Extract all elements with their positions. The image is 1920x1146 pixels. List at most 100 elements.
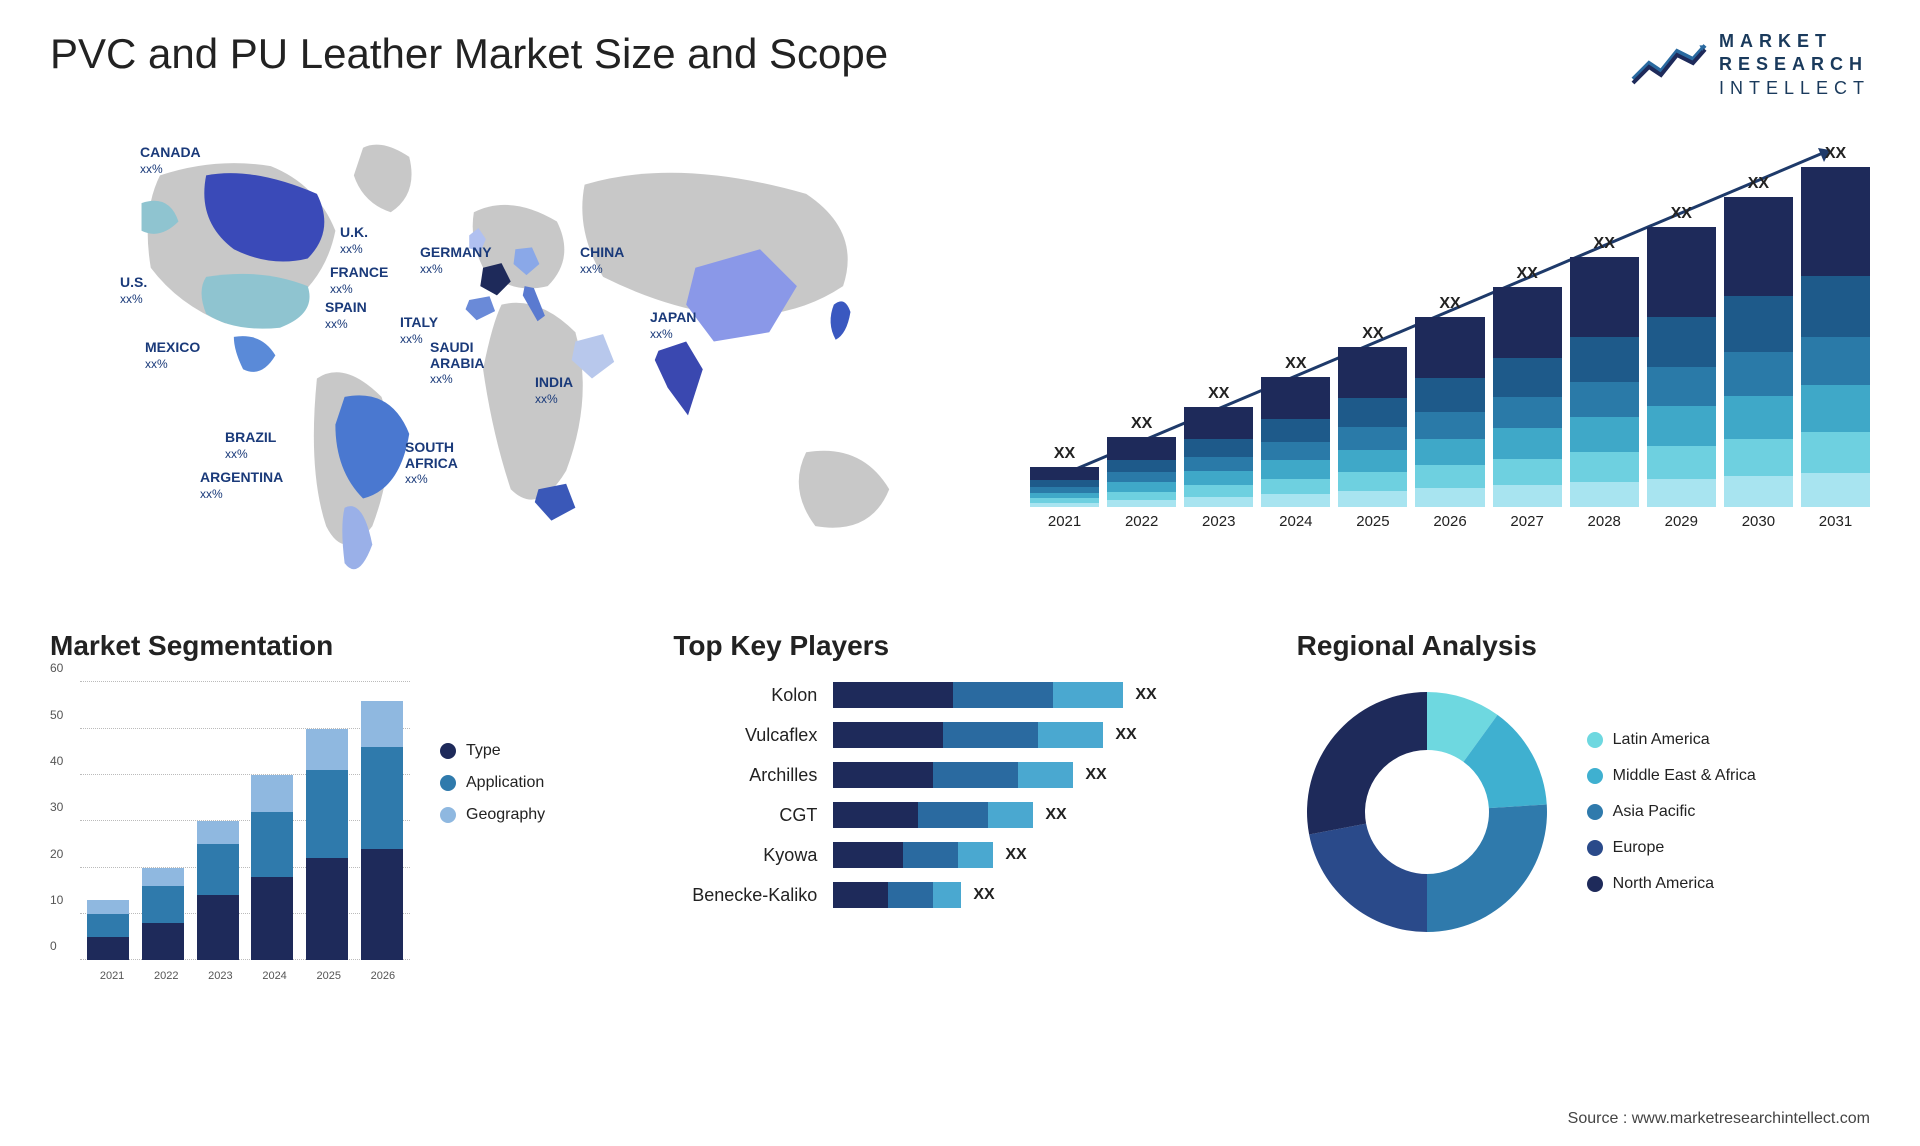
seg-bar xyxy=(197,821,239,960)
growth-bar: XX 2023 xyxy=(1184,385,1253,530)
legend-dot-icon xyxy=(440,743,456,759)
seg-ytick: 40 xyxy=(50,754,63,768)
growth-year-label: 2021 xyxy=(1048,513,1081,530)
growth-bar: XX2029 xyxy=(1647,205,1716,530)
legend-dot-icon xyxy=(1587,840,1603,856)
player-row: KyowaXX xyxy=(673,842,1246,868)
growth-bar-label: XX xyxy=(1208,385,1229,403)
seg-ytick: 50 xyxy=(50,708,63,722)
world-map: CANADAxx%U.S.xx%MEXICOxx%BRAZILxx%ARGENT… xyxy=(50,120,990,600)
seg-xlabel: 2025 xyxy=(302,970,356,982)
growth-bar: XX2028 xyxy=(1570,235,1639,530)
segmentation-section: Market Segmentation 01020304050602021202… xyxy=(50,630,623,1030)
legend-item: Application xyxy=(440,774,545,792)
growth-bar-label: XX xyxy=(1054,445,1075,463)
growth-year-label: 2030 xyxy=(1742,513,1775,530)
seg-xlabel: 2021 xyxy=(85,970,139,982)
segmentation-legend: Type Application Geography xyxy=(440,682,545,982)
seg-ytick: 20 xyxy=(50,847,63,861)
map-label-mexico: MEXICOxx% xyxy=(145,340,200,371)
legend-item: North America xyxy=(1587,875,1756,893)
seg-xlabel: 2026 xyxy=(356,970,410,982)
player-name: Vulcaflex xyxy=(673,725,833,746)
growth-year-label: 2025 xyxy=(1356,513,1389,530)
map-label-canada: CANADAxx% xyxy=(140,145,201,176)
legend-dot-icon xyxy=(440,807,456,823)
growth-bar-label: XX xyxy=(1594,235,1615,253)
players-section: Top Key Players KolonXXVulcaflexXXArchil… xyxy=(673,630,1246,1030)
map-label-us: U.S.xx% xyxy=(120,275,147,306)
player-row: Vulcaflex XX xyxy=(673,722,1246,748)
growth-bar: XX 2024 xyxy=(1261,355,1330,530)
growth-year-label: 2029 xyxy=(1665,513,1698,530)
logo: MARKET RESEARCH INTELLECT xyxy=(1629,30,1870,100)
legend-item: Latin America xyxy=(1587,731,1756,749)
legend-dot-icon xyxy=(1587,876,1603,892)
players-list: KolonXXVulcaflexXXArchillesXXCGTXXKyowaX… xyxy=(673,682,1246,908)
growth-bar-label: XX xyxy=(1131,415,1152,433)
seg-ytick: 10 xyxy=(50,893,63,907)
growth-year-label: 2026 xyxy=(1433,513,1466,530)
seg-xlabel: 2022 xyxy=(139,970,193,982)
growth-bar: XX 2022 xyxy=(1107,415,1176,530)
growth-year-label: 2023 xyxy=(1202,513,1235,530)
growth-year-label: 2031 xyxy=(1819,513,1852,530)
legend-dot-icon xyxy=(440,775,456,791)
player-name: Benecke-Kaliko xyxy=(673,885,833,906)
logo-text: MARKET RESEARCH INTELLECT xyxy=(1719,30,1870,100)
regional-legend: Latin AmericaMiddle East & AfricaAsia Pa… xyxy=(1587,731,1756,893)
map-label-spain: SPAINxx% xyxy=(325,300,367,331)
player-row: Benecke-Kaliko XX xyxy=(673,882,1246,908)
source-text: Source : www.marketresearchintellect.com xyxy=(1568,1110,1870,1128)
growth-bar-label: XX xyxy=(1362,325,1383,343)
legend-item: Geography xyxy=(440,806,545,824)
donut-slice xyxy=(1309,824,1427,932)
player-value: XX xyxy=(1135,686,1156,704)
seg-xlabel: 2023 xyxy=(193,970,247,982)
player-value: XX xyxy=(1045,806,1066,824)
growth-bar-label: XX xyxy=(1439,295,1460,313)
map-label-safrica: SOUTHAFRICAxx% xyxy=(405,440,458,486)
legend-item: Type xyxy=(440,742,545,760)
growth-year-label: 2022 xyxy=(1125,513,1158,530)
map-label-germany: GERMANYxx% xyxy=(420,245,492,276)
seg-bar xyxy=(361,701,403,960)
growth-bar: XX 2031 xyxy=(1801,145,1870,530)
player-name: CGT xyxy=(673,805,833,826)
map-label-france: FRANCExx% xyxy=(330,265,388,296)
seg-ytick: 30 xyxy=(50,800,63,814)
legend-dot-icon xyxy=(1587,804,1603,820)
growth-bar: XX 2025 xyxy=(1338,325,1407,530)
page-title: PVC and PU Leather Market Size and Scope xyxy=(50,30,888,78)
map-label-japan: JAPANxx% xyxy=(650,310,696,341)
seg-xlabel: 2024 xyxy=(248,970,302,982)
regional-section: Regional Analysis Latin AmericaMiddle Ea… xyxy=(1297,630,1870,1030)
growth-year-label: 2024 xyxy=(1279,513,1312,530)
growth-bar: XX 2030 xyxy=(1724,175,1793,530)
legend-dot-icon xyxy=(1587,732,1603,748)
legend-item: Europe xyxy=(1587,839,1756,857)
map-label-saudi: SAUDIARABIAxx% xyxy=(430,340,484,386)
map-label-india: INDIAxx% xyxy=(535,375,573,406)
player-name: Kyowa xyxy=(673,845,833,866)
player-value: XX xyxy=(973,886,994,904)
regional-donut xyxy=(1297,682,1557,942)
player-name: Kolon xyxy=(673,685,833,706)
players-title: Top Key Players xyxy=(673,630,1246,662)
seg-ytick: 60 xyxy=(50,661,63,675)
player-value: XX xyxy=(1085,766,1106,784)
growth-bar: XX2027 xyxy=(1493,265,1562,530)
growth-bar-label: XX xyxy=(1748,175,1769,193)
map-label-argentina: ARGENTINAxx% xyxy=(200,470,283,501)
map-label-uk: U.K.xx% xyxy=(340,225,368,256)
player-row: ArchillesXX xyxy=(673,762,1246,788)
player-value: XX xyxy=(1115,726,1136,744)
logo-mark-icon xyxy=(1629,38,1709,93)
seg-bar xyxy=(142,868,184,961)
legend-dot-icon xyxy=(1587,768,1603,784)
growth-year-label: 2027 xyxy=(1510,513,1543,530)
growth-bar: XX 2026 xyxy=(1415,295,1484,530)
growth-bar-label: XX xyxy=(1285,355,1306,373)
growth-bar-label: XX xyxy=(1825,145,1846,163)
segmentation-chart: 0102030405060202120222023202420252026 xyxy=(50,682,410,982)
